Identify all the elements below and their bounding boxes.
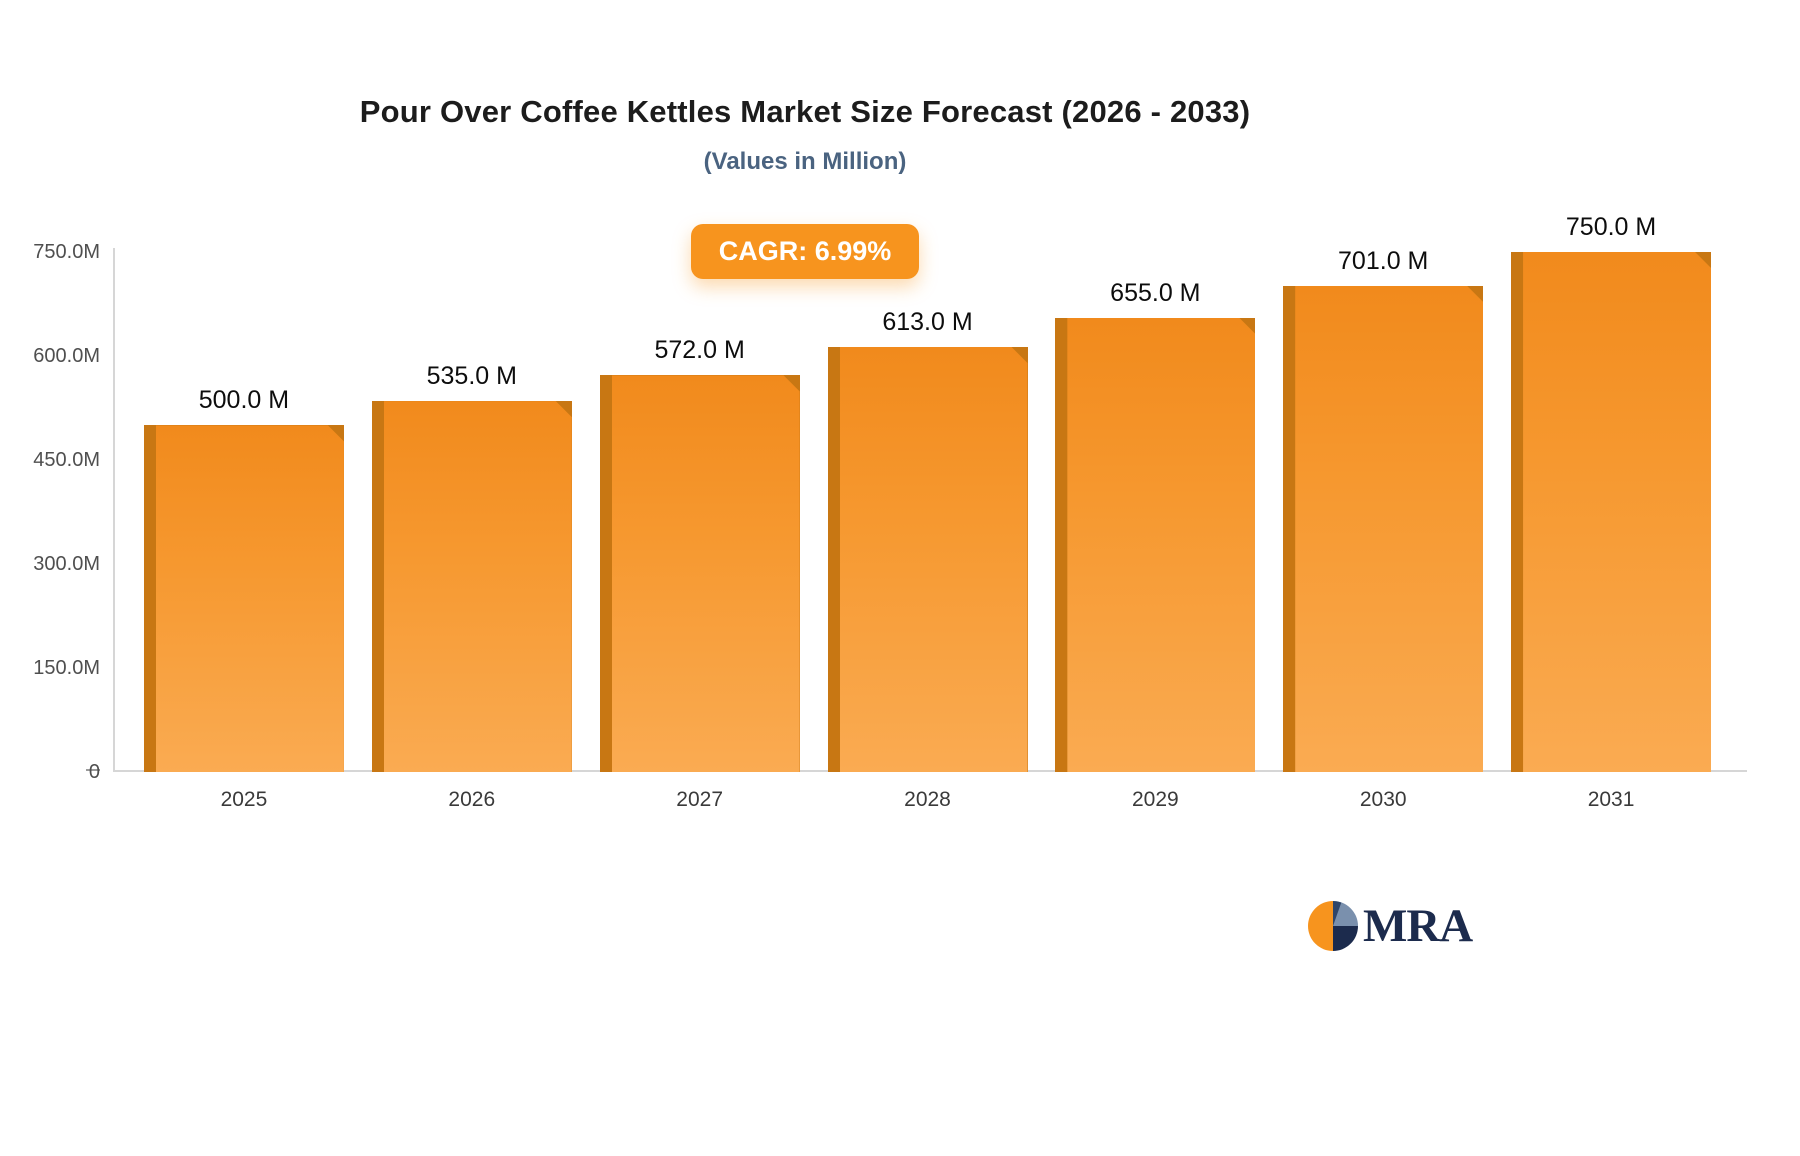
bar-face (156, 425, 344, 772)
bar-value-label: 655.0 M (1110, 278, 1201, 307)
zero-tick-mark (86, 769, 100, 771)
bar-face (612, 375, 800, 772)
x-axis-label: 2030 (1359, 788, 1407, 811)
y-axis-tick-label: 0 (88, 761, 100, 783)
y-axis-tick-label: 600.0M (33, 345, 100, 367)
y-axis-tick-label: 150.0M (33, 657, 100, 679)
bar-2029 (1055, 317, 1256, 772)
bar-value-label: 572.0 M (654, 336, 745, 365)
x-axis-label: 2029 (1131, 788, 1179, 811)
x-axis-label: 2026 (448, 788, 496, 811)
bar-face (384, 401, 572, 772)
bar-face (840, 347, 1028, 772)
bar-value-label: 500.0 M (198, 386, 290, 415)
bar-value-label: 750.0 M (1565, 213, 1657, 241)
chart-subtitle: (Values in Million) (703, 148, 907, 175)
bar-2025 (143, 425, 344, 772)
y-axis-tick-label: 300.0M (33, 553, 100, 575)
bar-2031 (1511, 252, 1712, 772)
x-axis-label: 2025 (220, 788, 268, 811)
y-axis-tick-label: 750.0M (33, 241, 100, 263)
chart-title: Pour Over Coffee Kettles Market Size For… (359, 94, 1251, 129)
bar-face (1523, 252, 1711, 772)
bar-face (1067, 318, 1255, 772)
bar-2027 (599, 375, 800, 772)
y-axis-tick-label: 450.0M (33, 449, 100, 471)
y-axis-line (113, 248, 115, 772)
bar-value-label: 613.0 M (882, 307, 973, 336)
bar-2030 (1283, 285, 1484, 772)
bar-2026 (371, 401, 572, 772)
mra-logo: MRA (1308, 899, 1473, 952)
logo-pie-icon (1308, 901, 1358, 951)
cagr-badge: CAGR: 6.99% (690, 224, 920, 279)
x-axis-label: 2031 (1587, 788, 1635, 811)
bar-value-label: 535.0 M (426, 362, 517, 391)
bar-2028 (827, 346, 1028, 772)
bar-value-label: 701.0 M (1338, 246, 1429, 275)
logo-text: MRA (1363, 899, 1473, 952)
bar-face (1295, 286, 1483, 772)
cagr-badge-wrap: CAGR: 6.99% (0, 224, 1610, 279)
x-axis-label: 2028 (904, 788, 951, 811)
x-axis-label: 2027 (676, 788, 723, 811)
